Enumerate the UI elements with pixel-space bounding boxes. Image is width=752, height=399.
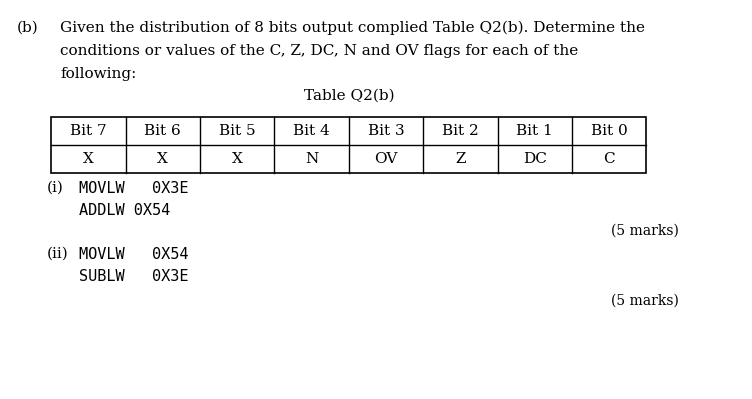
- Text: MOVLW   0X3E: MOVLW 0X3E: [79, 181, 189, 196]
- Text: Table Q2(b): Table Q2(b): [305, 89, 395, 103]
- Text: SUBLW   0X3E: SUBLW 0X3E: [79, 269, 189, 284]
- Text: Bit 6: Bit 6: [144, 124, 181, 138]
- Text: DC: DC: [523, 152, 547, 166]
- Text: (ii): (ii): [47, 247, 68, 261]
- Text: Z: Z: [455, 152, 465, 166]
- Text: following:: following:: [60, 67, 137, 81]
- Bar: [51, 117, 647, 173]
- Text: OV: OV: [374, 152, 398, 166]
- Text: Bit 2: Bit 2: [442, 124, 479, 138]
- Text: Bit 7: Bit 7: [70, 124, 107, 138]
- Text: X: X: [232, 152, 243, 166]
- Text: Bit 4: Bit 4: [293, 124, 330, 138]
- Text: (5 marks): (5 marks): [611, 224, 679, 238]
- Text: Bit 3: Bit 3: [368, 124, 405, 138]
- Text: (b): (b): [17, 21, 38, 35]
- Text: conditions or values of the C, Z, DC, N and OV flags for each of the: conditions or values of the C, Z, DC, N …: [60, 44, 579, 58]
- Text: (i): (i): [47, 181, 63, 195]
- Text: X: X: [157, 152, 168, 166]
- Text: Given the distribution of 8 bits output complied Table Q2(b). Determine the: Given the distribution of 8 bits output …: [60, 21, 645, 36]
- Text: (5 marks): (5 marks): [611, 294, 679, 308]
- Text: MOVLW   0X54: MOVLW 0X54: [79, 247, 189, 262]
- Text: Bit 5: Bit 5: [219, 124, 256, 138]
- Text: N: N: [305, 152, 318, 166]
- Text: Bit 0: Bit 0: [591, 124, 628, 138]
- Text: Bit 1: Bit 1: [517, 124, 553, 138]
- Text: ADDLW 0X54: ADDLW 0X54: [79, 203, 170, 218]
- Text: C: C: [603, 152, 615, 166]
- Text: X: X: [83, 152, 94, 166]
